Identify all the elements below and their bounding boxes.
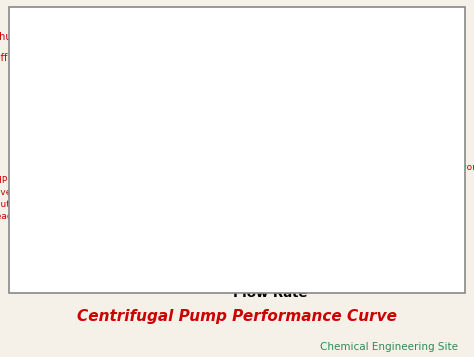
Text: Efficiency Vs Flow: Efficiency Vs Flow — [157, 126, 250, 136]
Text: a: a — [398, 171, 402, 177]
Text: Sharp rise beyond BEP: Sharp rise beyond BEP — [401, 163, 474, 172]
Text: BEP: BEP — [314, 111, 341, 124]
Text: NPSH: NPSH — [377, 163, 402, 172]
Text: Chemical Engineering Site: Chemical Engineering Site — [319, 342, 458, 352]
Text: Head: Head — [0, 212, 13, 221]
Text: NPSH: NPSH — [218, 212, 246, 222]
Text: Flow Rate: Flow Rate — [233, 287, 307, 300]
Text: Off Head: Off Head — [0, 53, 36, 63]
Text: Shut off: Shut off — [0, 200, 25, 209]
Text: Head Vs Flow: Head Vs Flow — [299, 69, 374, 79]
Text: BHP to: BHP to — [0, 176, 19, 185]
Text: develop: develop — [0, 188, 26, 197]
Text: Shut: Shut — [0, 32, 15, 42]
Text: Centrifugal Pump Performance Curve: Centrifugal Pump Performance Curve — [77, 309, 397, 324]
Text: R: R — [247, 211, 253, 220]
Text: Vs Flow: Vs Flow — [264, 212, 304, 222]
Text: Power Vs Flow: Power Vs Flow — [289, 143, 363, 153]
